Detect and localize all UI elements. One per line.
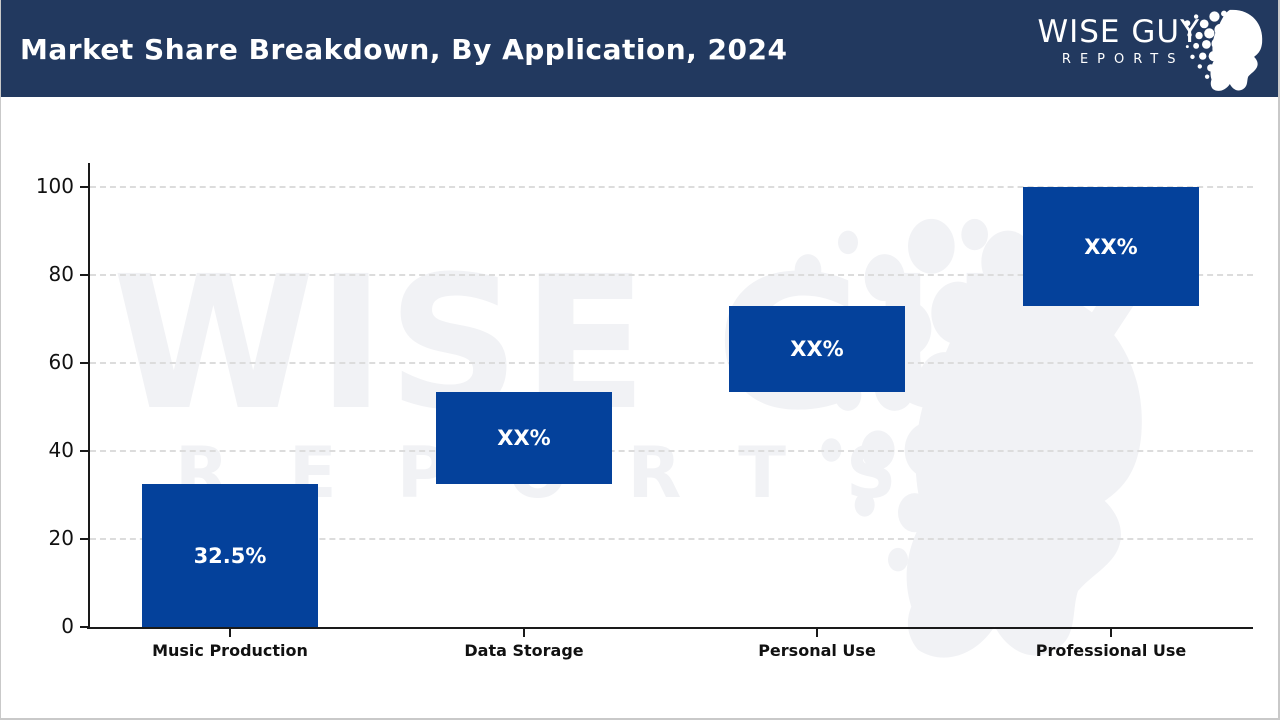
y-gridline [90,538,1253,540]
y-axis-line [88,163,90,629]
y-axis-tick [80,626,88,628]
y-axis-tick-label: 80 [48,262,74,286]
bar-value-label: XX% [1084,234,1138,259]
x-axis-category-label: Data Storage [464,641,584,660]
y-axis-tick [80,274,88,276]
y-axis-tick-label: 40 [48,438,74,462]
x-axis-category-label: Professional Use [1035,641,1187,660]
x-axis-tick [816,629,818,637]
y-axis-tick [80,538,88,540]
y-axis-tick [80,450,88,452]
y-gridline [90,450,1253,452]
y-gridline [90,274,1253,276]
y-gridline [90,362,1253,364]
x-axis-tick [229,629,231,637]
brand-logo-text: WISE GUY REPORTS [1037,14,1200,67]
brand-name: WISE GUY [1037,14,1200,50]
waterfall-bar: XX% [436,392,612,484]
x-axis-category-label: Music Production [152,641,308,660]
y-axis-tick-label: 100 [35,174,74,198]
x-axis-line [87,627,1253,629]
y-axis-tick [80,186,88,188]
y-axis-tick-label: 0 [61,614,74,638]
y-gridline [90,186,1253,188]
brand-subname: REPORTS [1061,52,1185,67]
x-axis-tick [1110,629,1112,637]
dotted-head-icon [1184,9,1263,91]
bar-value-label: 32.5% [193,543,267,568]
x-axis-tick [523,629,525,637]
bar-value-label: XX% [497,426,551,450]
bar-value-label: XX% [790,337,844,361]
x-axis-category-label: Personal Use [758,641,876,660]
y-axis-tick-label: 60 [48,350,74,374]
y-axis-tick-label: 20 [48,526,74,550]
waterfall-bar: XX% [729,306,905,392]
waterfall-bar: 32.5% [142,484,318,627]
brand-logo: WISE GUY REPORTS [1002,4,1268,94]
waterfall-bar: XX% [1023,187,1199,306]
watermark-dotted-head-icon [794,218,1142,658]
header-banner: Market Share Breakdown, By Application, … [0,0,1280,97]
page-title: Market Share Breakdown, By Application, … [20,33,788,66]
y-axis-tick [80,362,88,364]
